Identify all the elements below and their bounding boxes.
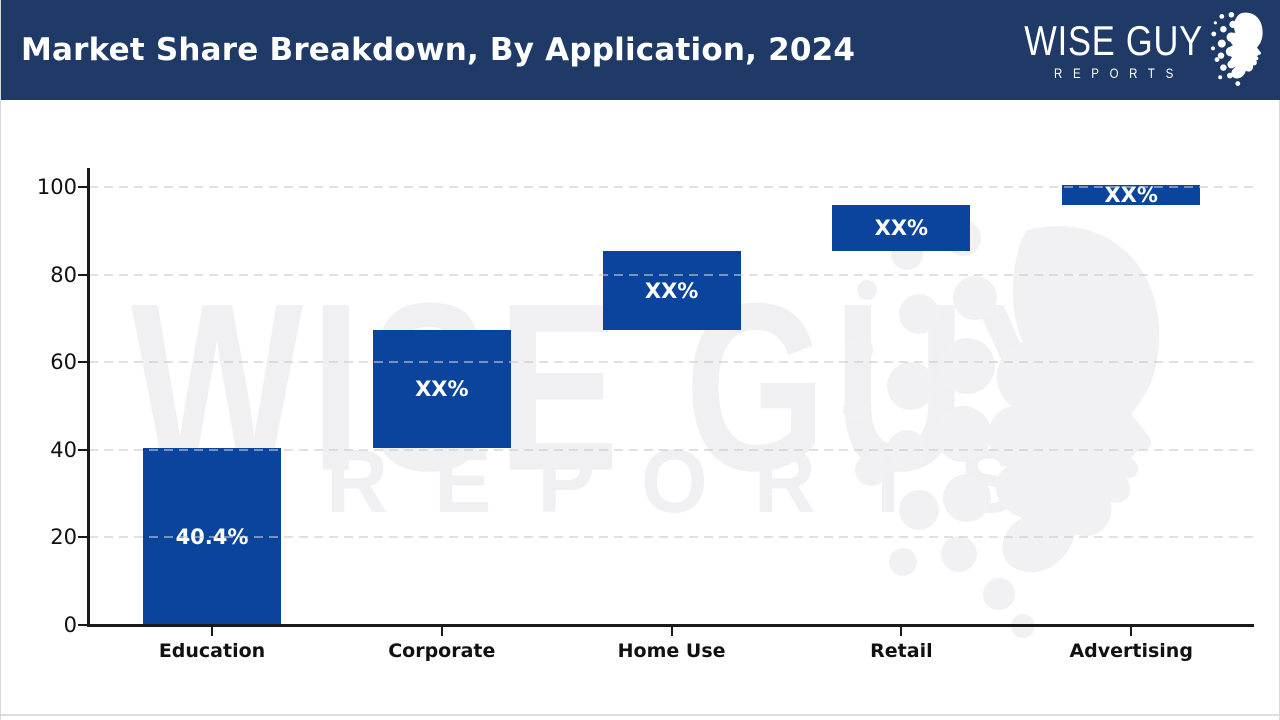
y-axis-tick-label: 80 bbox=[50, 262, 77, 287]
gridline bbox=[89, 448, 1254, 451]
bar-value-label: XX% bbox=[415, 377, 469, 402]
bar-value-label: XX% bbox=[874, 216, 929, 241]
y-axis-tick-label: 0 bbox=[63, 613, 77, 637]
brand-logo: WISE GUY REPORTS bbox=[985, 9, 1265, 91]
bar-value-label: XX% bbox=[644, 278, 699, 303]
y-axis-tick bbox=[78, 361, 87, 364]
x-axis-tick bbox=[670, 627, 673, 636]
x-axis-tick bbox=[900, 627, 903, 636]
brand-subtitle: REPORTS bbox=[1053, 65, 1184, 81]
gridline bbox=[89, 273, 1254, 276]
x-axis-tick bbox=[440, 627, 443, 636]
brand-name: WISE GUY bbox=[1024, 17, 1203, 64]
y-axis-tick bbox=[78, 536, 87, 539]
y-axis-tick-label: 100 bbox=[36, 175, 77, 199]
bar-segment-corporate bbox=[372, 330, 511, 449]
x-axis-tick bbox=[211, 627, 213, 636]
y-axis-tick-label: 60 bbox=[50, 350, 77, 375]
watermark-head-icon bbox=[843, 220, 1160, 638]
y-axis-tick bbox=[78, 448, 87, 451]
gridline bbox=[89, 186, 1254, 188]
x-axis-category-label: Home Use bbox=[617, 640, 726, 662]
waterfall-chart: WISE GUY REPORTS 0 20 40 60 80 100 40.4% Educat… bbox=[1, 100, 1280, 720]
y-axis-tick-label: 20 bbox=[50, 525, 77, 550]
y-axis-line bbox=[87, 168, 90, 627]
x-axis-category-label: Retail bbox=[870, 640, 933, 662]
brand-logo-text: WISE GUY REPORTS bbox=[1024, 17, 1203, 81]
y-axis-tick-label: 40 bbox=[50, 437, 77, 462]
x-axis-line bbox=[87, 624, 1254, 627]
y-axis-tick bbox=[78, 186, 87, 188]
bar-segment-home-use bbox=[602, 251, 741, 331]
x-axis-category-label: Corporate bbox=[388, 640, 496, 662]
x-axis-tick bbox=[1130, 627, 1133, 636]
page-title: Market Share Breakdown, By Application, … bbox=[21, 32, 856, 68]
x-axis-category-label: Education bbox=[158, 640, 266, 662]
gridline bbox=[89, 536, 1254, 539]
y-axis-tick bbox=[78, 273, 87, 276]
header-bar: Market Share Breakdown, By Application, … bbox=[1, 0, 1280, 100]
bar-segment-advertising bbox=[1062, 185, 1201, 205]
x-axis-category-label: Advertising bbox=[1069, 640, 1193, 662]
footer-divider bbox=[1, 714, 1280, 716]
gridline bbox=[89, 361, 1254, 364]
logo-head-icon bbox=[1211, 12, 1263, 86]
y-axis-tick bbox=[78, 624, 87, 626]
